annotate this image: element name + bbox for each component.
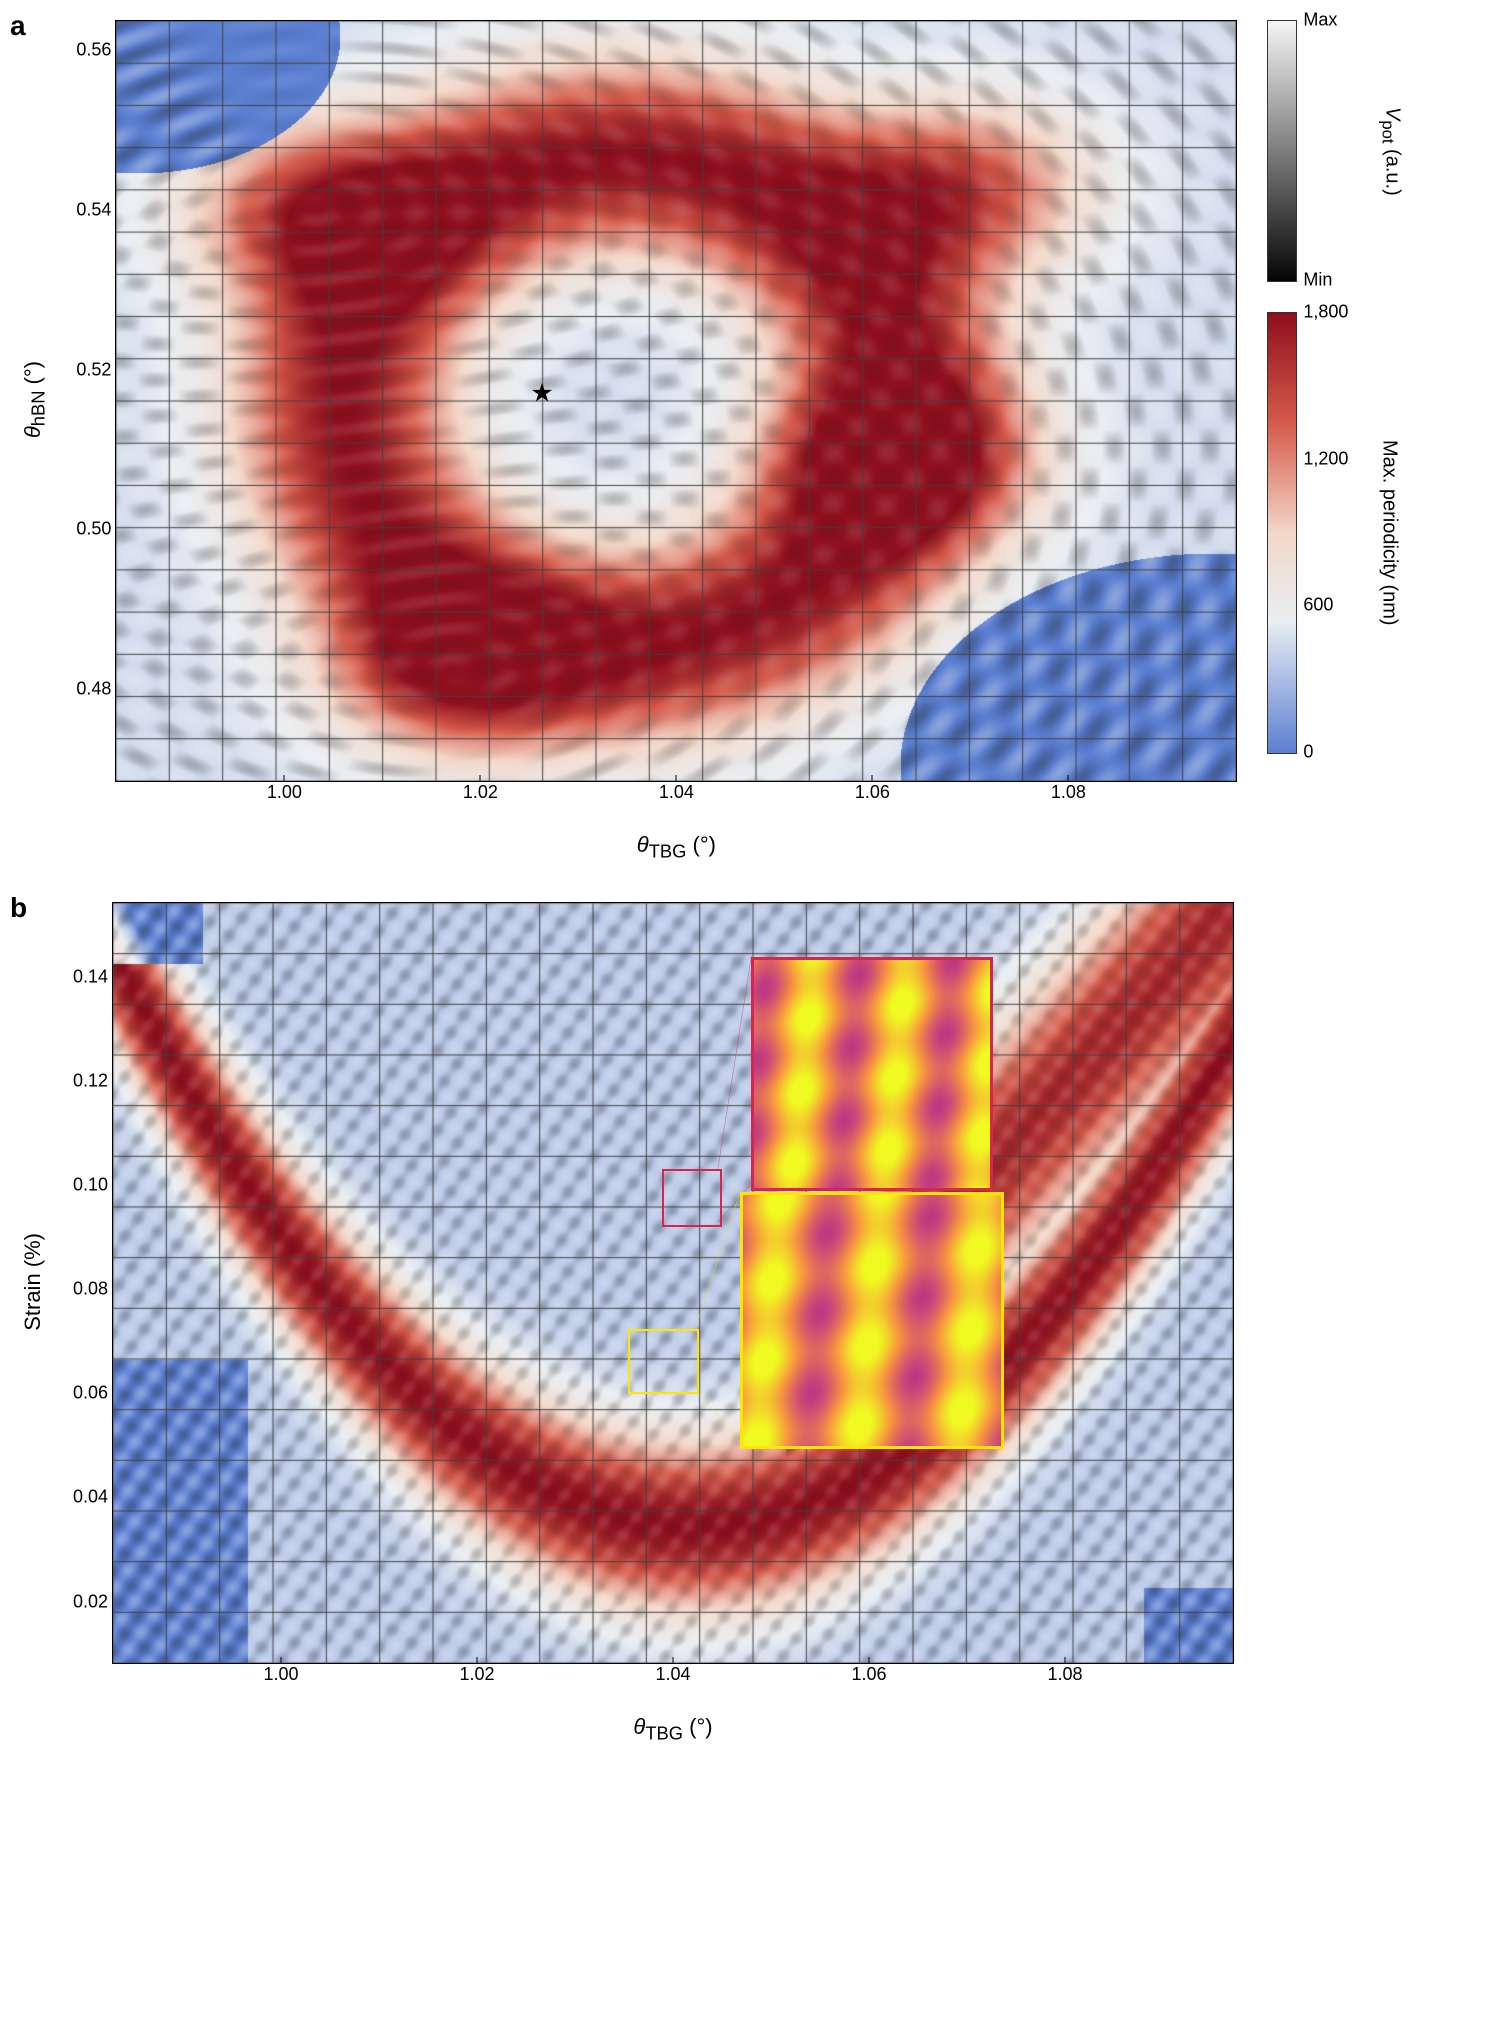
panel-a-canvas	[116, 21, 1236, 781]
ytick: 0.54	[76, 200, 111, 221]
panel-a-plotarea: ★	[115, 20, 1237, 782]
panel-b-plotarea	[112, 902, 1234, 1664]
figure-container: a θhBN (°) 0.480.500.520.540.56 ★ 1.001.…	[20, 20, 1481, 1745]
ytick: 0.10	[73, 1175, 108, 1196]
colorbar-period-strip	[1267, 312, 1297, 754]
panel-a-label: a	[10, 10, 26, 42]
cbar-tick: Min	[1303, 270, 1332, 291]
xtick: 1.02	[463, 782, 498, 803]
xtick: 1.08	[1047, 1664, 1082, 1685]
xtick: 1.02	[459, 1664, 494, 1685]
panel-b-plotwrap: 1.00 1.02 1.04 1.06 1.08 θTBG (°)	[112, 902, 1234, 1744]
ytick: 0.14	[73, 966, 108, 987]
panel-b-xlabel: θTBG (°)	[633, 1714, 712, 1744]
panel-b-row: Strain (%) 0.020.040.060.080.100.120.14 …	[20, 902, 1481, 1744]
panel-b-canvas	[113, 903, 1233, 1663]
ytick: 0.08	[73, 1279, 108, 1300]
xtick: 1.00	[263, 1664, 298, 1685]
ytick: 0.06	[73, 1383, 108, 1404]
panel-b-xticks: 1.00 1.02 1.04 1.06 1.08	[113, 1664, 1233, 1688]
panel-a-yaxis: θhBN (°) 0.48 0.50 0.52 0.54 0.56	[20, 20, 115, 780]
colorbar-vpot-strip	[1267, 20, 1297, 282]
panel-b-yaxis: Strain (%) 0.02 0.04 0.06 0.08 0.10 0.12 0.14	[20, 902, 112, 1662]
cbar-tick: 0	[1303, 742, 1313, 763]
ytick: 0.12	[73, 1071, 108, 1092]
ytick: 0.56	[76, 40, 111, 61]
cbar-tick: 1,200	[1303, 448, 1348, 469]
panel-a: a θhBN (°) 0.480.500.520.540.56 ★ 1.001.…	[20, 20, 1481, 862]
panel-a-row: θhBN (°) 0.48 0.50 0.52 0.54 0.56 ★ 1.00 1.02…	[20, 20, 1481, 862]
ytick: 0.50	[76, 519, 111, 540]
panel-a-xlabel: θTBG (°)	[637, 832, 716, 862]
colorbars: MaxMin Vpot (a.u.) 1,8001,2006000 Max. p…	[1267, 20, 1403, 754]
ytick: 0.04	[73, 1487, 108, 1508]
panel-a-plotwrap: ★ 1.00 1.02 1.04 1.06 1.08 θTBG (°)	[115, 20, 1237, 862]
panel-b-label: b	[10, 892, 27, 924]
xtick: 1.04	[655, 1664, 690, 1685]
xtick: 1.06	[851, 1664, 886, 1685]
xtick: 1.04	[659, 782, 694, 803]
cbar-tick: 1,800	[1303, 302, 1348, 323]
colorbar-vpot: MaxMin Vpot (a.u.)	[1267, 20, 1403, 282]
colorbar-period-ticks: 1,8001,2006000	[1303, 312, 1373, 752]
panel-a-xticks: 1.00 1.02 1.04 1.06 1.08	[116, 782, 1236, 806]
xtick: 1.00	[267, 782, 302, 803]
ytick: 0.48	[76, 678, 111, 699]
xtick: 1.06	[855, 782, 890, 803]
xtick: 1.08	[1051, 782, 1086, 803]
panel-b-ylabel: Strain (%)	[20, 1233, 46, 1331]
cbar-tick: 600	[1303, 595, 1333, 616]
panel-b: b Strain (%) 0.020.040.060.080.100.120.1…	[20, 902, 1481, 1744]
panel-a-ylabel: θhBN (°)	[20, 361, 49, 438]
panel-b-yticks: 0.02 0.04 0.06 0.08 0.10 0.12 0.14	[56, 902, 112, 1662]
colorbar-period-label: Max. periodicity (nm)	[1377, 312, 1400, 754]
theta-hbn-text: θhBN (°)	[20, 361, 45, 438]
colorbar-vpot-ticks: MaxMin	[1303, 20, 1373, 280]
colorbar-vpot-label: Vpot (a.u.)	[1377, 20, 1403, 282]
colorbar-period: 1,8001,2006000 Max. periodicity (nm)	[1267, 312, 1403, 754]
ytick: 0.52	[76, 359, 111, 380]
panel-a-yticks: 0.48 0.50 0.52 0.54 0.56	[59, 20, 115, 780]
ytick: 0.02	[73, 1591, 108, 1612]
cbar-tick: Max	[1303, 10, 1337, 31]
